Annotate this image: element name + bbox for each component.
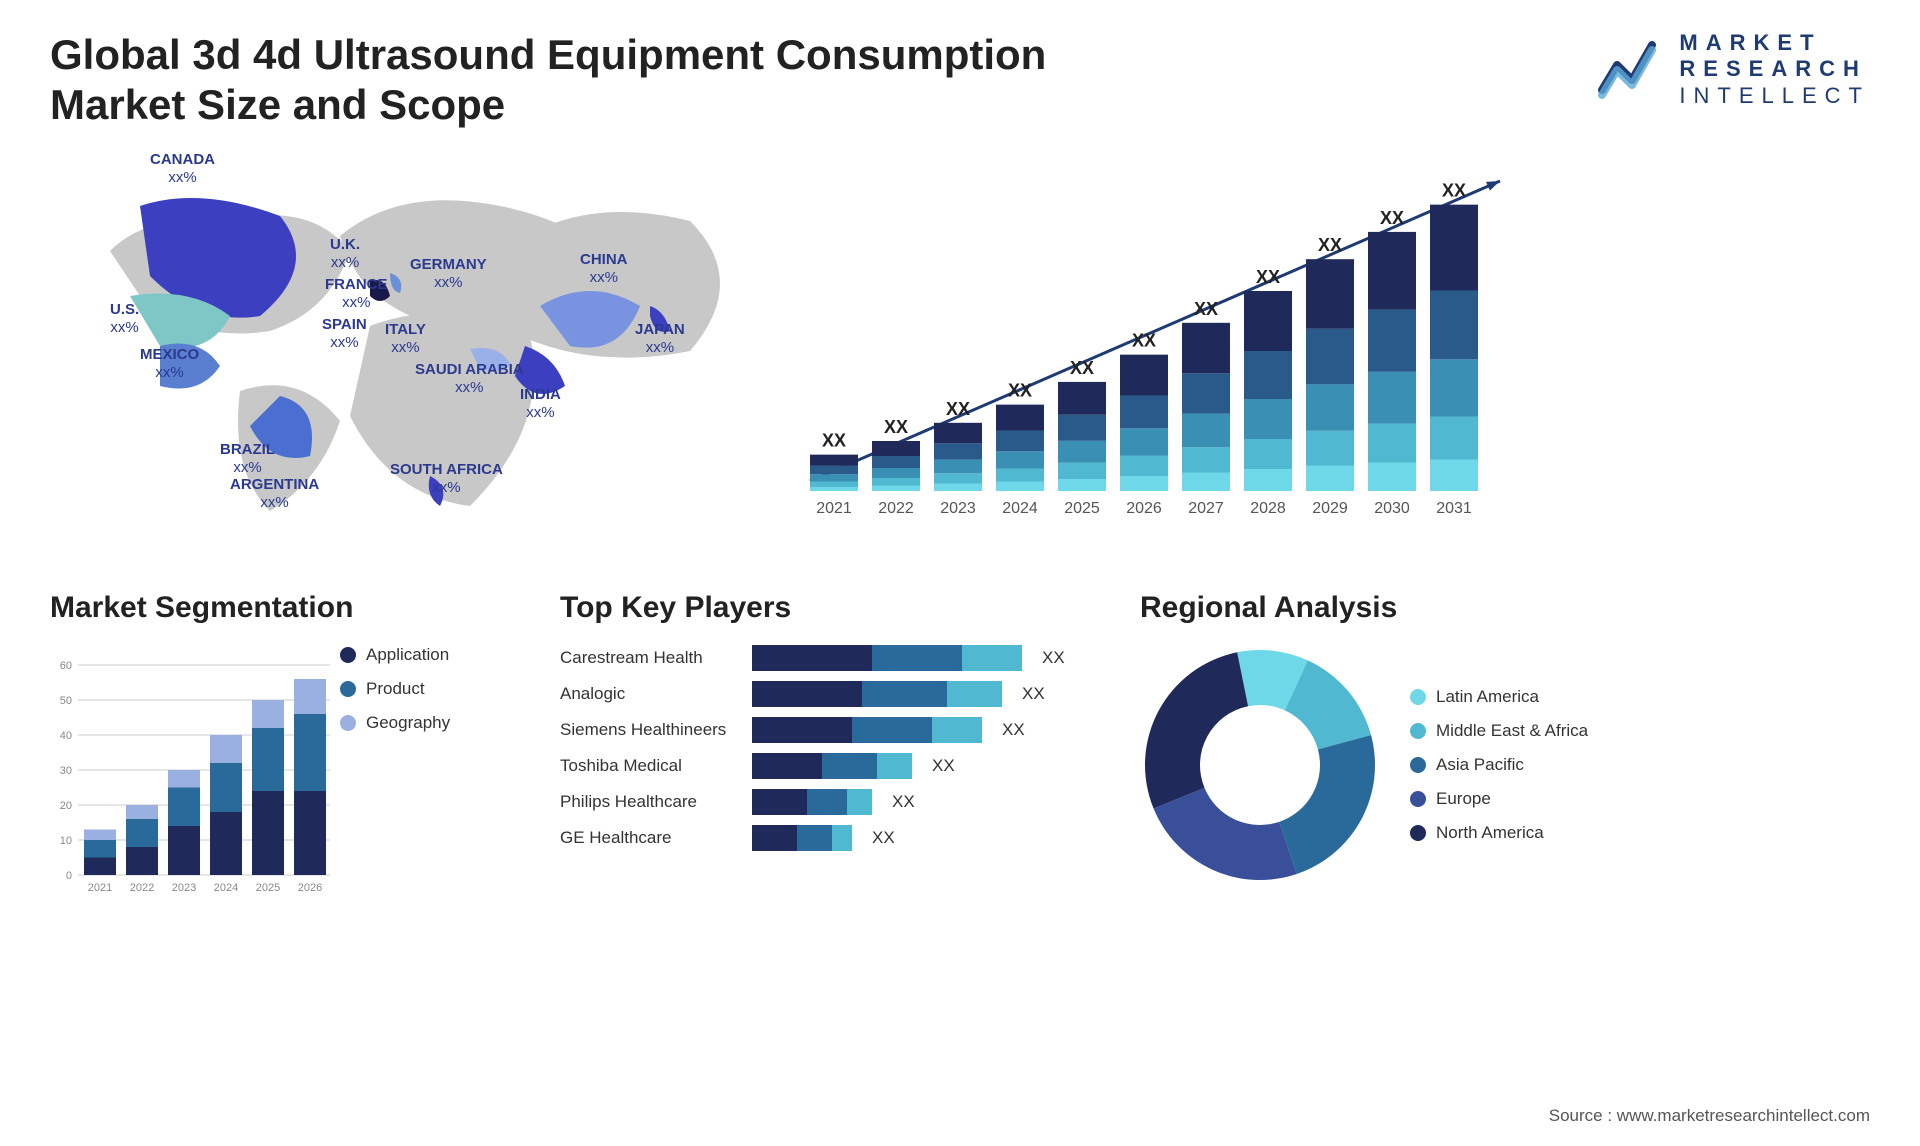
- logo-line1: MARKET: [1679, 30, 1870, 56]
- player-row: GE Healthcare XX: [560, 825, 1090, 851]
- player-value: XX: [932, 756, 955, 776]
- player-bar: [752, 825, 852, 851]
- svg-text:60: 60: [60, 660, 72, 672]
- svg-text:2021: 2021: [816, 500, 852, 517]
- player-bar: [752, 645, 1022, 671]
- svg-text:2030: 2030: [1374, 500, 1410, 517]
- map-label: INDIAxx%: [520, 386, 561, 422]
- svg-text:XX: XX: [1256, 267, 1280, 287]
- map-label: U.S.xx%: [110, 301, 139, 337]
- player-name: Siemens Healthineers: [560, 720, 740, 740]
- player-value: XX: [872, 828, 895, 848]
- legend-item: North America: [1410, 823, 1588, 843]
- map-label: CHINAxx%: [580, 251, 628, 287]
- player-bar: [752, 753, 912, 779]
- legend-item: Europe: [1410, 789, 1588, 809]
- player-value: XX: [1022, 684, 1045, 704]
- legend-item: Middle East & Africa: [1410, 721, 1588, 741]
- world-map: CANADAxx% U.S.xx%MEXICOxx% BRAZILxx%ARGENT…: [50, 151, 750, 551]
- logo-line3: INTELLECT: [1679, 83, 1870, 109]
- svg-text:2023: 2023: [172, 882, 196, 894]
- svg-text:2026: 2026: [298, 882, 322, 894]
- svg-text:XX: XX: [822, 430, 846, 450]
- player-row: Analogic XX: [560, 681, 1090, 707]
- svg-text:2028: 2028: [1250, 500, 1286, 517]
- regional-legend: Latin America Middle East & Africa Asia Pa…: [1410, 687, 1588, 843]
- svg-text:2025: 2025: [1064, 500, 1100, 517]
- svg-text:XX: XX: [1132, 330, 1156, 350]
- segmentation-legend: Application Product Geography: [340, 645, 450, 733]
- map-label: SOUTH AFRICAxx%: [390, 461, 503, 497]
- map-label: MEXICOxx%: [140, 346, 199, 382]
- svg-text:XX: XX: [1070, 358, 1094, 378]
- svg-text:2021: 2021: [88, 882, 112, 894]
- svg-text:XX: XX: [946, 399, 970, 419]
- player-value: XX: [1002, 720, 1025, 740]
- segmentation-chart: 0102030405060202120222023202420252026: [50, 645, 310, 895]
- svg-text:XX: XX: [884, 417, 908, 437]
- svg-text:2025: 2025: [256, 882, 280, 894]
- regional-donut: [1140, 645, 1380, 885]
- player-name: Carestream Health: [560, 648, 740, 668]
- legend-item: Asia Pacific: [1410, 755, 1588, 775]
- svg-text:XX: XX: [1380, 208, 1404, 228]
- map-label: U.K.xx%: [330, 236, 360, 272]
- map-label: GERMANYxx%: [410, 256, 487, 292]
- svg-text:2023: 2023: [940, 500, 976, 517]
- svg-text:30: 30: [60, 765, 72, 777]
- svg-text:XX: XX: [1318, 235, 1342, 255]
- legend-item: Geography: [340, 713, 450, 733]
- svg-text:2022: 2022: [878, 500, 914, 517]
- market-size-chart: XX 2021 XX 2022 XX 2023 XX 2024 XX 2025 XX 2026 XX 20…: [790, 151, 1870, 551]
- svg-text:40: 40: [60, 730, 72, 742]
- svg-text:2024: 2024: [1002, 500, 1038, 517]
- logo: MARKET RESEARCH INTELLECT: [1597, 30, 1870, 109]
- source-text: Source : www.marketresearchintellect.com: [1549, 1106, 1870, 1126]
- player-bar: [752, 789, 872, 815]
- logo-icon: [1597, 35, 1667, 105]
- player-row: Carestream Health XX: [560, 645, 1090, 671]
- svg-text:2026: 2026: [1126, 500, 1162, 517]
- players-chart: Carestream HealthXXAnalogicXXSiemens Hea…: [560, 645, 1090, 851]
- player-row: Toshiba Medical XX: [560, 753, 1090, 779]
- player-row: Siemens Healthineers XX: [560, 717, 1090, 743]
- player-name: Philips Healthcare: [560, 792, 740, 812]
- svg-text:XX: XX: [1194, 299, 1218, 319]
- map-label: SPAINxx%: [322, 316, 367, 352]
- player-name: Analogic: [560, 684, 740, 704]
- legend-item: Product: [340, 679, 450, 699]
- svg-text:20: 20: [60, 800, 72, 812]
- svg-text:10: 10: [60, 835, 72, 847]
- svg-text:2029: 2029: [1312, 500, 1348, 517]
- map-label: SAUDI ARABIAxx%: [415, 361, 524, 397]
- svg-text:XX: XX: [1442, 180, 1466, 200]
- svg-text:2027: 2027: [1188, 500, 1224, 517]
- player-name: GE Healthcare: [560, 828, 740, 848]
- player-bar: [752, 681, 1002, 707]
- player-bar: [752, 717, 982, 743]
- player-value: XX: [1042, 648, 1065, 668]
- svg-text:2031: 2031: [1436, 500, 1472, 517]
- map-label: ITALYxx%: [385, 321, 426, 357]
- map-label: ARGENTINAxx%: [230, 476, 319, 512]
- svg-text:2024: 2024: [214, 882, 238, 894]
- legend-item: Latin America: [1410, 687, 1588, 707]
- page-title: Global 3d 4d Ultrasound Equipment Consum…: [50, 30, 1150, 131]
- map-label: CANADAxx%: [150, 151, 215, 187]
- segmentation-title: Market Segmentation: [50, 591, 510, 625]
- legend-item: Application: [340, 645, 450, 665]
- player-row: Philips Healthcare XX: [560, 789, 1090, 815]
- svg-text:2022: 2022: [130, 882, 154, 894]
- regional-title: Regional Analysis: [1140, 591, 1870, 625]
- map-label: BRAZILxx%: [220, 441, 275, 477]
- map-label: FRANCExx%: [325, 276, 388, 312]
- svg-text:50: 50: [60, 695, 72, 707]
- svg-text:XX: XX: [1008, 380, 1032, 400]
- player-name: Toshiba Medical: [560, 756, 740, 776]
- map-label: JAPANxx%: [635, 321, 685, 357]
- players-title: Top Key Players: [560, 591, 1090, 625]
- player-value: XX: [892, 792, 915, 812]
- logo-line2: RESEARCH: [1679, 56, 1870, 82]
- svg-text:0: 0: [66, 870, 72, 882]
